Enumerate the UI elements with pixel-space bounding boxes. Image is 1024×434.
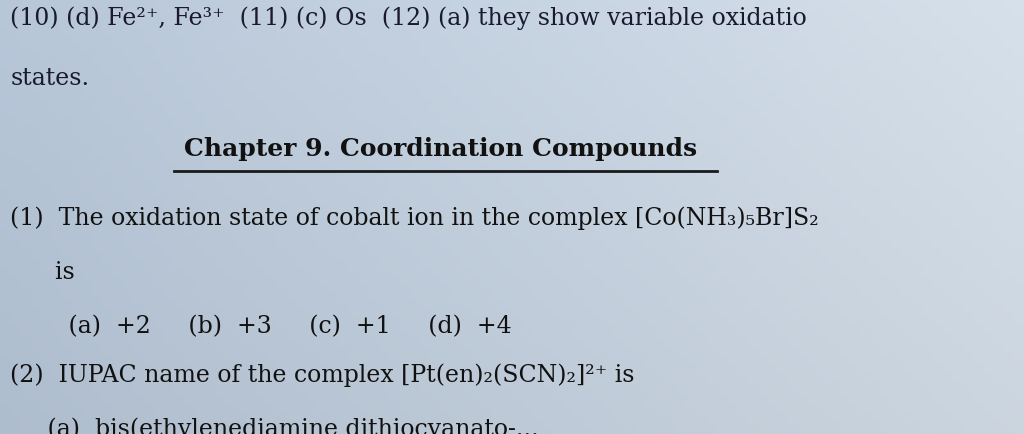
Text: is: is [10, 260, 75, 283]
Text: (2)  IUPAC name of the complex [Pt(en)₂(SCN)₂]²⁺ is: (2) IUPAC name of the complex [Pt(en)₂(S… [10, 362, 635, 386]
Text: (1)  The oxidation state of cobalt ion in the complex [Co(NH₃)₅Br]S₂: (1) The oxidation state of cobalt ion in… [10, 206, 819, 230]
Text: (a)  bis(ethylenediamine dithiocyanato-...: (a) bis(ethylenediamine dithiocyanato-..… [10, 417, 539, 434]
Text: (10) (d) Fe²⁺, Fe³⁺  (11) (c) Os  (12) (a) they show variable oxidatio: (10) (d) Fe²⁺, Fe³⁺ (11) (c) Os (12) (a)… [10, 7, 807, 30]
Text: (a)  +2     (b)  +3     (c)  +1     (d)  +4: (a) +2 (b) +3 (c) +1 (d) +4 [31, 315, 511, 338]
Text: Chapter 9. Coordination Compounds: Chapter 9. Coordination Compounds [183, 137, 697, 161]
Text: states.: states. [10, 67, 89, 90]
